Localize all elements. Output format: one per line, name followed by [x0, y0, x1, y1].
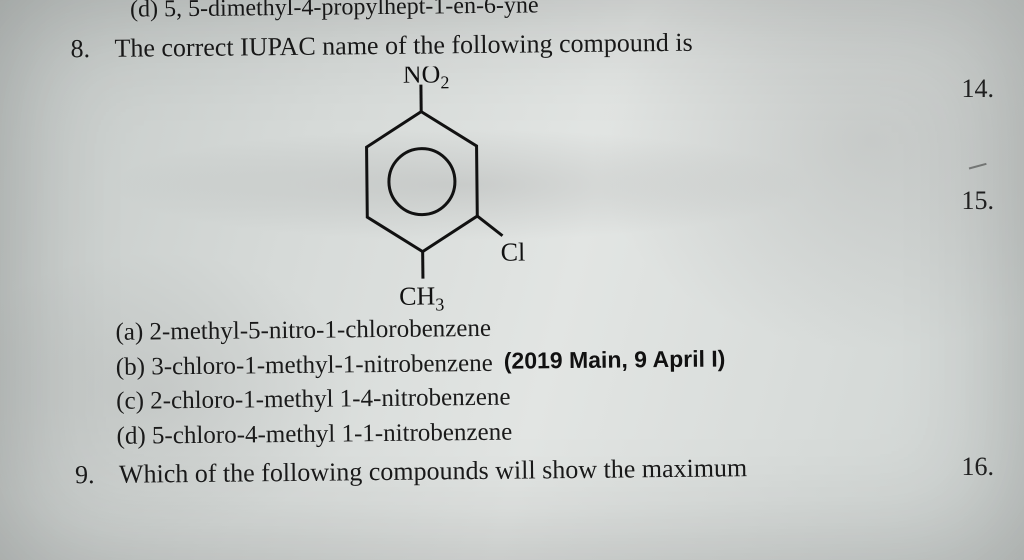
next-column-16: 16. — [962, 452, 995, 482]
previous-option-fragment: (d) 5, 5-dimethyl-4-propylhept-1-en-6-yn… — [130, 0, 984, 24]
ch3-label: CH3 — [399, 281, 444, 314]
question-8-options: (a) 2-methyl-5-nitro-1-chlorobenzene (b)… — [115, 307, 988, 454]
exam-source-tag: (2019 Main, 9 April I) — [504, 345, 726, 374]
page-content: (d) 5, 5-dimethyl-4-propylhept-1-en-6-yn… — [0, 0, 1024, 560]
bond-to-cl — [477, 216, 502, 236]
question-8-text: The correct IUPAC name of the following … — [114, 28, 692, 63]
next-column-14: 14. — [962, 74, 995, 104]
question-9-number: 9. — [75, 460, 115, 490]
question-9: 9. Which of the following compounds will… — [75, 451, 989, 491]
no2-label: NO2 — [403, 65, 450, 92]
question-9-text: Which of the following compounds will sh… — [119, 453, 748, 489]
question-8: 8. The correct IUPAC name of the followi… — [70, 25, 984, 65]
question-8-number: 8. — [70, 34, 110, 64]
benzene-ring — [366, 111, 477, 252]
cl-label: Cl — [501, 238, 526, 267]
next-column-15: 15. — [962, 186, 995, 216]
chemical-structure: NO2 Cl CH3 — [301, 65, 544, 317]
